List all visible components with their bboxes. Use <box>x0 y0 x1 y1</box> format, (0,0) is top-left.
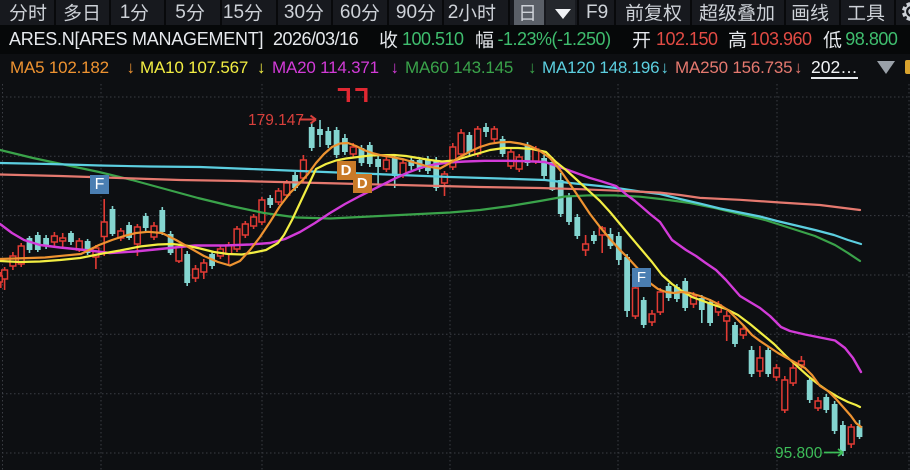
svg-text:95.800: 95.800 <box>775 445 823 462</box>
svg-text:179.147: 179.147 <box>248 112 304 129</box>
